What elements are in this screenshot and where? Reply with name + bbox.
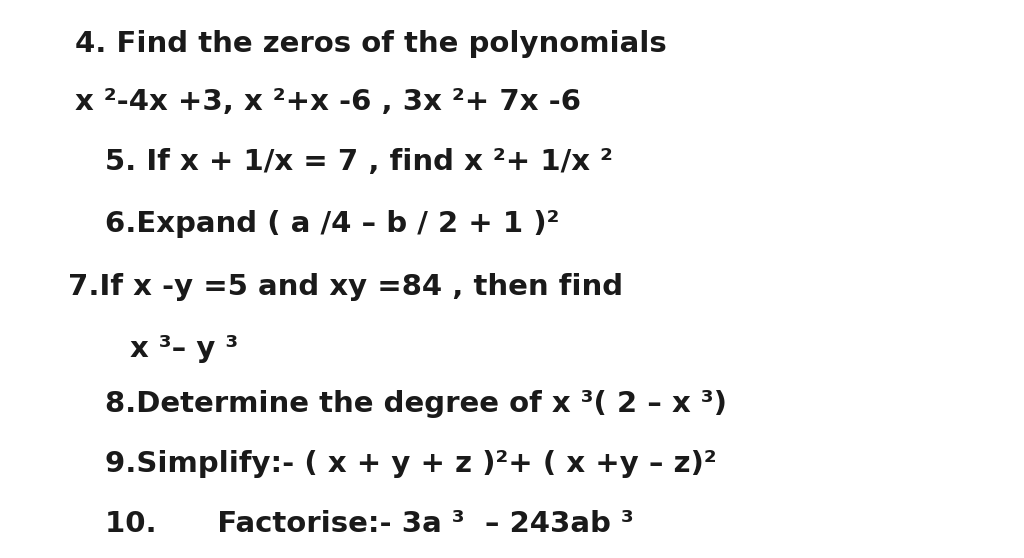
- Text: x ³– y ³: x ³– y ³: [130, 335, 239, 363]
- Text: 5. If x + 1/x = 7 , find x ²+ 1/x ²: 5. If x + 1/x = 7 , find x ²+ 1/x ²: [105, 148, 613, 176]
- Text: 8.Determine the degree of x ³( 2 – x ³): 8.Determine the degree of x ³( 2 – x ³): [105, 390, 727, 418]
- Text: 4. Find the zeros of the polynomials: 4. Find the zeros of the polynomials: [75, 30, 667, 58]
- Text: x ²-4x +3, x ²+x -6 , 3x ²+ 7x -6: x ²-4x +3, x ²+x -6 , 3x ²+ 7x -6: [75, 88, 581, 116]
- Text: 6.Expand ( a /4 – b / 2 + 1 )²: 6.Expand ( a /4 – b / 2 + 1 )²: [105, 210, 559, 238]
- Text: 7.If x -y =5 and xy =84 , then find: 7.If x -y =5 and xy =84 , then find: [68, 273, 624, 301]
- Text: 9.Simplify:- ( x + y + z )²+ ( x +y – z)²: 9.Simplify:- ( x + y + z )²+ ( x +y – z)…: [105, 450, 717, 478]
- Text: 10.      Factorise:- 3a ³  – 243ab ³: 10. Factorise:- 3a ³ – 243ab ³: [105, 510, 634, 538]
